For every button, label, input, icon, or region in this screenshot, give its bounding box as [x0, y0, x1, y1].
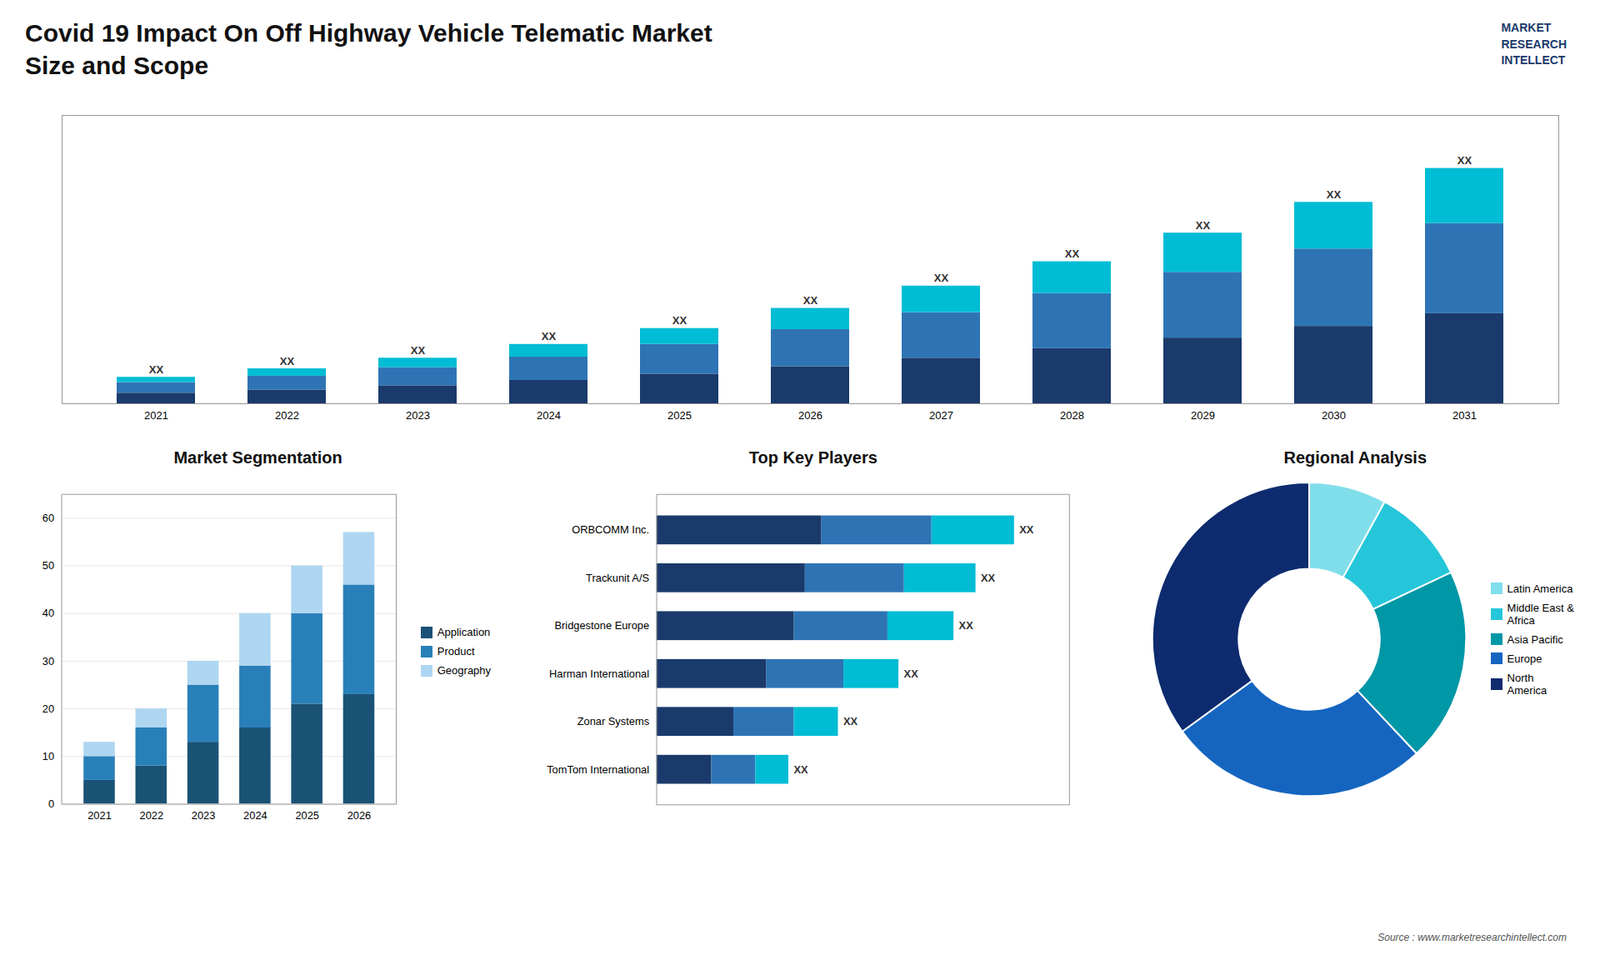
svg-text:Bridgestone Europe: Bridgestone Europe [555, 619, 650, 632]
svg-text:2031: 2031 [1452, 409, 1477, 422]
svg-text:XX: XX [149, 363, 165, 376]
html-text:Market Segmentation: Market Segmentation [173, 448, 343, 467]
svg-text:XX: XX [980, 571, 996, 585]
svg-text:ORBCOMM Inc.: ORBCOMM Inc. [571, 523, 650, 536]
svg-text:Zonar Systems: Zonar Systems [577, 715, 650, 728]
svg-text:2029: 2029 [1190, 409, 1215, 422]
svg-text:20: 20 [42, 702, 55, 715]
html-text:Europe: Europe [1507, 652, 1543, 665]
svg-text:2021: 2021 [87, 809, 112, 822]
svg-text:XX: XX [1019, 523, 1035, 536]
html-text:Geography: Geography [437, 664, 491, 677]
svg-text:2025: 2025 [295, 809, 320, 822]
svg-text:Trackunit A/S: Trackunit A/S [585, 571, 650, 585]
svg-text:10: 10 [42, 750, 55, 763]
html-text:Covid 19 Impact On Off Highway: Covid 19 Impact On Off Highway Vehicle T… [25, 19, 713, 80]
html-text:Source : www.marketresearchint: Source : www.marketresearchintellect.com [1377, 931, 1567, 944]
svg-text:2024: 2024 [536, 409, 561, 422]
svg-text:XX: XX [803, 294, 819, 307]
svg-text:XX: XX [794, 763, 810, 776]
svg-text:XX: XX [843, 715, 859, 728]
html-text:Asia Pacific: Asia Pacific [1507, 633, 1564, 646]
svg-text:2021: 2021 [144, 409, 169, 422]
svg-text:XX: XX [934, 271, 950, 285]
svg-text:40: 40 [42, 606, 55, 620]
svg-text:2024: 2024 [243, 809, 268, 822]
svg-text:2028: 2028 [1060, 409, 1085, 422]
svg-text:30: 30 [42, 655, 55, 668]
svg-text:2023: 2023 [405, 409, 430, 422]
svg-text:XX: XX [541, 330, 557, 343]
svg-text:0: 0 [48, 797, 55, 810]
svg-text:2025: 2025 [667, 409, 692, 422]
svg-text:TomTom International: TomTom International [546, 763, 650, 776]
svg-text:2030: 2030 [1321, 409, 1346, 422]
svg-text:2022: 2022 [275, 409, 300, 422]
svg-text:XX: XX [280, 355, 295, 368]
svg-text:XX: XX [904, 667, 920, 680]
svg-text:Harman International: Harman International [549, 667, 650, 680]
html-text:MARKET RESEARCH INTELLECT: MARKET RESEARCH INTELLECT [1501, 20, 1567, 67]
html-text:Regional Analysis: Regional Analysis [1283, 448, 1427, 467]
svg-text:XX: XX [1065, 247, 1080, 260]
svg-text:XX: XX [1195, 219, 1211, 232]
html-text:Latin America: Latin America [1507, 582, 1573, 595]
svg-text:XX: XX [672, 314, 688, 327]
svg-text:XX: XX [410, 344, 426, 357]
html-text:Product: Product [437, 645, 475, 658]
svg-text:2023: 2023 [191, 809, 216, 822]
html-text:North America: North America [1507, 671, 1547, 697]
html-text:Top Key Players: Top Key Players [749, 448, 878, 467]
html-text:Middle East & Africa: Middle East & Africa [1507, 601, 1574, 627]
svg-text:2026: 2026 [347, 809, 372, 822]
svg-text:XX: XX [959, 619, 975, 632]
svg-text:50: 50 [42, 559, 55, 572]
svg-text:2027: 2027 [929, 409, 954, 422]
svg-text:2026: 2026 [798, 409, 823, 422]
svg-text:XX: XX [1457, 154, 1473, 167]
svg-text:60: 60 [42, 511, 55, 525]
svg-text:2022: 2022 [139, 809, 164, 822]
svg-text:XX: XX [1326, 188, 1342, 201]
html-text:Application: Application [437, 625, 491, 639]
